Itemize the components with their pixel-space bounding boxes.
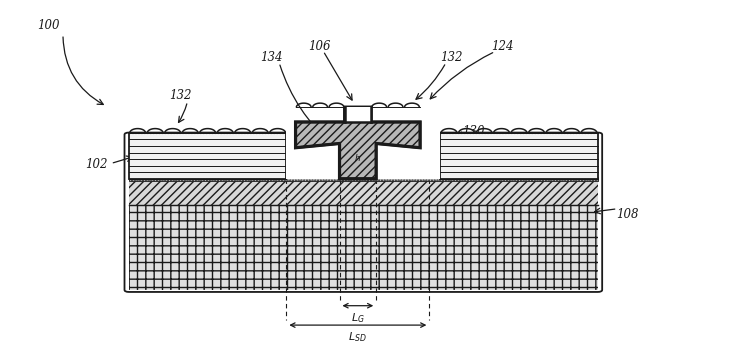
Text: 132: 132 bbox=[169, 90, 192, 102]
Polygon shape bbox=[296, 107, 420, 179]
Bar bbox=[345, 107, 371, 122]
Text: 124: 124 bbox=[491, 40, 514, 53]
Text: 132: 132 bbox=[440, 51, 462, 64]
Text: $L_{SD}$: $L_{SD}$ bbox=[349, 330, 367, 344]
Bar bbox=[376, 143, 420, 148]
Text: 102: 102 bbox=[84, 158, 107, 171]
Bar bbox=[129, 135, 597, 205]
Bar bbox=[129, 177, 597, 181]
Bar bbox=[286, 130, 340, 179]
Text: 108: 108 bbox=[616, 207, 639, 221]
Text: 134: 134 bbox=[261, 51, 283, 64]
Bar bbox=[129, 205, 597, 290]
Bar bbox=[376, 130, 440, 179]
Text: 100: 100 bbox=[37, 19, 59, 32]
Text: $L_G$: $L_G$ bbox=[351, 311, 365, 325]
Bar bbox=[440, 133, 597, 179]
Bar bbox=[129, 133, 286, 179]
Text: 106: 106 bbox=[308, 40, 330, 53]
Bar bbox=[296, 143, 340, 148]
Text: 130: 130 bbox=[462, 125, 484, 138]
Text: $h$: $h$ bbox=[355, 152, 361, 163]
